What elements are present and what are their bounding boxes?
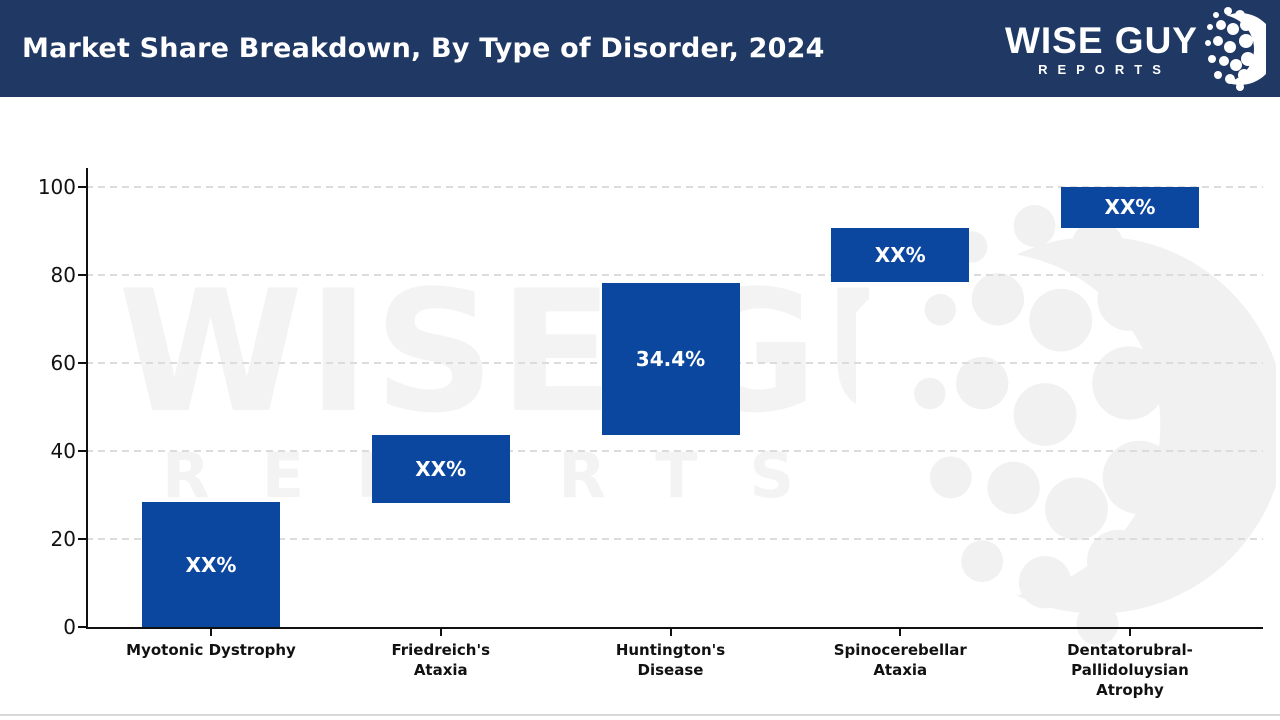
x-tick-label: Friedreich's Ataxia [391,641,491,679]
bottom-divider [0,714,1280,716]
y-axis-tick [78,186,86,188]
x-tick-label: Huntington's Disease [615,641,726,679]
y-axis-tick [78,538,86,540]
wiseguy-logo-text: WISE GUY REPORTS [1004,19,1198,77]
gridline [86,450,1263,452]
y-tick-label: 20 [50,527,76,551]
bar: 34.4% [601,282,740,436]
y-tick-label: 80 [50,263,76,287]
bar-value-label: XX% [185,552,237,577]
bar-value-label: 34.4% [635,347,706,372]
x-axis-tick [899,629,902,636]
y-axis-tick [78,362,86,364]
y-axis-tick [78,626,86,628]
y-tick-label: 100 [37,175,76,199]
header-bar: Market Share Breakdown, By Type of Disor… [0,0,1280,97]
x-axis-tick [439,629,442,636]
y-axis-tick [78,274,86,276]
bar-value-label: XX% [874,242,926,267]
y-tick-label: 40 [50,439,76,463]
y-tick-label: 60 [50,351,76,375]
logo-subtitle: REPORTS [1038,61,1171,77]
page-title: Market Share Breakdown, By Type of Disor… [22,33,825,64]
bar-value-label: XX% [1104,195,1156,220]
bar: XX% [831,227,970,283]
wiseguy-logo: WISE GUY REPORTS [1004,7,1266,91]
x-tick-label: Spinocerebellar Ataxia [833,641,967,679]
x-axis-tick [1129,629,1131,636]
logo-wordmark: WISE GUY [1004,19,1198,61]
x-axis [86,627,1263,629]
bar-value-label: XX% [415,457,467,482]
gridline [86,274,1263,276]
gridline [86,186,1263,188]
wiseguy-head-icon [1202,7,1266,91]
watermark-line2: REPORTS [162,444,1088,508]
gridline [86,538,1263,540]
bar: XX% [1061,187,1199,228]
x-tick-label: Dentatorubral- Pallidoluysian Atrophy [1067,641,1193,699]
x-tick-label: Myotonic Dystrophy [126,641,296,659]
y-axis-tick [78,450,86,452]
bar: XX% [371,435,510,503]
y-axis [86,168,88,629]
bar: XX% [142,502,280,627]
x-axis-tick [210,629,212,636]
x-axis-tick [669,629,672,636]
y-tick-label: 0 [63,615,76,639]
